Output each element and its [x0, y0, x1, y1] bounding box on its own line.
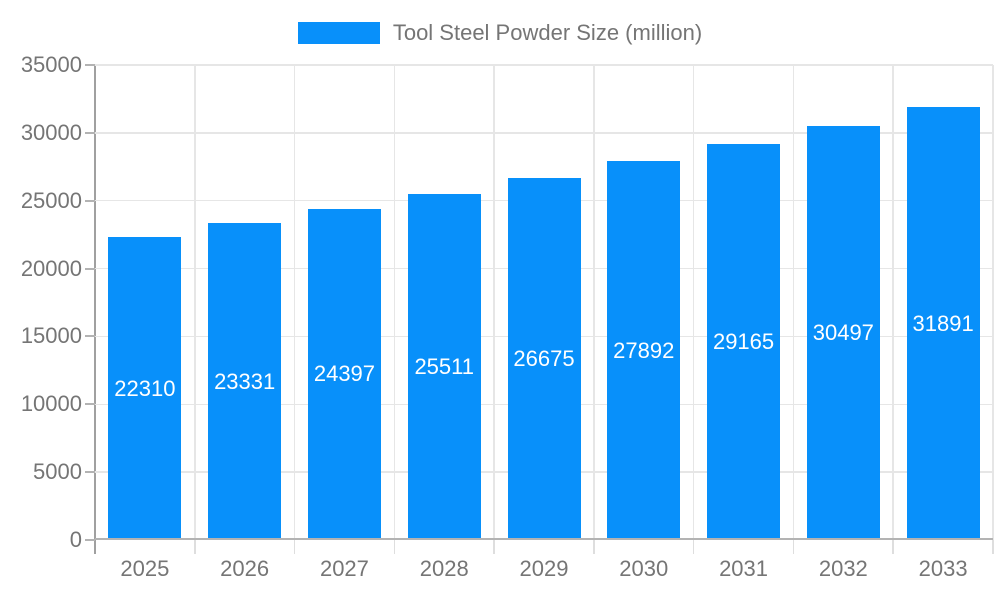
- gridline-vertical: [992, 65, 994, 540]
- gridline-vertical: [792, 65, 795, 540]
- bar-value-label: 22310: [114, 375, 176, 401]
- bar-2033[interactable]: 31891: [906, 107, 980, 540]
- x-axis-tick: [493, 540, 495, 554]
- bar-value-label: 29165: [712, 329, 775, 355]
- bar-value-label: 26675: [513, 345, 575, 371]
- y-axis-tick-label: 5000: [33, 459, 82, 485]
- y-axis-tick: [85, 199, 95, 202]
- x-axis-line: [95, 538, 993, 540]
- x-axis-tick: [293, 540, 296, 554]
- bar-value-label: 23331: [214, 368, 276, 394]
- gridline-horizontal: [95, 132, 993, 134]
- legend-swatch-icon: [297, 22, 380, 44]
- plot-area: 22310 23331 24397 25511 26675 27892 29165 30497…: [95, 64, 994, 540]
- gridline-vertical: [293, 65, 296, 540]
- x-axis-tick-label: 2028: [419, 556, 469, 581]
- bar-value-label: 31891: [912, 310, 974, 336]
- bar-value-label: 27892: [613, 337, 675, 363]
- x-axis-tick: [692, 540, 695, 554]
- gridline-vertical: [892, 65, 894, 540]
- x-axis-tick-label: 2027: [319, 556, 369, 581]
- gridline-vertical: [194, 65, 196, 540]
- y-axis-tick-label: 30000: [20, 119, 82, 145]
- y-axis-line: [94, 65, 96, 554]
- bar-value-label: 25511: [414, 353, 474, 379]
- y-axis-tick: [85, 335, 95, 338]
- bar-value-label: 30497: [812, 320, 874, 346]
- y-axis-tick-label: 20000: [20, 255, 82, 281]
- x-axis-tick: [593, 540, 595, 554]
- y-axis-tick-label: 25000: [20, 187, 82, 213]
- y-axis-tick: [85, 403, 95, 406]
- bar-2029[interactable]: 26675: [507, 177, 581, 540]
- bar-2031[interactable]: 29165: [707, 144, 781, 540]
- bar-2032[interactable]: 30497: [806, 126, 880, 540]
- y-axis-tick-label: 0: [69, 527, 82, 552]
- y-axis-tick-label: 35000: [20, 52, 82, 77]
- y-axis-tick: [85, 64, 95, 66]
- bar-value-label: 24397: [313, 361, 376, 387]
- bar-2026[interactable]: 23331: [208, 223, 282, 540]
- bar-2027[interactable]: 24397: [307, 208, 381, 540]
- legend[interactable]: Tool Steel Powder Size (million): [0, 21, 1000, 45]
- x-axis-tick-label: 2032: [818, 556, 868, 581]
- gridline-vertical: [393, 65, 396, 540]
- gridline-horizontal: [95, 64, 993, 66]
- y-axis-tick: [85, 267, 95, 270]
- x-axis-tick: [892, 540, 894, 554]
- gridline-vertical: [593, 65, 595, 540]
- y-axis-tick: [85, 539, 95, 541]
- y-axis-tick: [85, 131, 95, 134]
- y-axis-tick-label: 15000: [20, 323, 82, 349]
- y-axis-tick-label: 10000: [20, 391, 82, 417]
- gridline-vertical: [692, 65, 695, 540]
- x-axis-tick-label: 2025: [120, 556, 170, 581]
- x-axis-tick-label: 2033: [918, 556, 968, 581]
- x-axis-tick: [393, 540, 396, 554]
- x-axis-tick: [194, 540, 196, 554]
- legend-label: Tool Steel Powder Size (million): [392, 20, 703, 45]
- y-axis-tick: [85, 471, 95, 474]
- x-axis-tick-label: 2030: [619, 556, 669, 581]
- x-axis-tick: [792, 540, 795, 554]
- bar-2025[interactable]: 22310: [108, 237, 182, 540]
- x-axis-tick-label: 2029: [519, 556, 569, 581]
- x-axis-tick-label: 2026: [220, 556, 270, 581]
- x-axis-tick: [992, 540, 994, 554]
- bar-2028[interactable]: 25511: [407, 193, 481, 540]
- x-axis-tick-label: 2031: [719, 556, 769, 581]
- gridline-vertical: [493, 65, 495, 540]
- bar-2030[interactable]: 27892: [607, 161, 681, 540]
